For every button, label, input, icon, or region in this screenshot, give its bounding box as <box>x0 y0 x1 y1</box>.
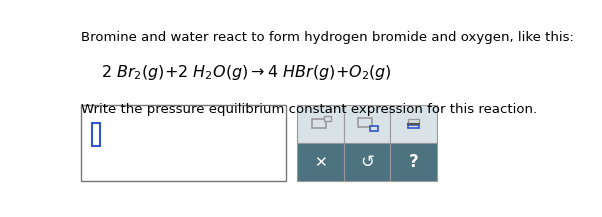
FancyBboxPatch shape <box>370 126 377 131</box>
Text: ✕: ✕ <box>314 155 326 170</box>
FancyBboxPatch shape <box>297 143 344 181</box>
Text: Bromine and water react to form hydrogen bromide and oxygen, like this:: Bromine and water react to form hydrogen… <box>81 31 574 44</box>
FancyBboxPatch shape <box>390 143 437 181</box>
FancyBboxPatch shape <box>344 105 390 143</box>
FancyBboxPatch shape <box>323 116 331 121</box>
FancyBboxPatch shape <box>312 119 326 128</box>
Text: ?: ? <box>409 153 418 171</box>
FancyBboxPatch shape <box>390 105 437 143</box>
FancyBboxPatch shape <box>92 123 100 146</box>
FancyBboxPatch shape <box>81 105 286 181</box>
FancyBboxPatch shape <box>297 105 344 143</box>
FancyBboxPatch shape <box>408 119 420 123</box>
Text: ↺: ↺ <box>360 153 374 171</box>
FancyBboxPatch shape <box>408 125 420 128</box>
FancyBboxPatch shape <box>344 143 390 181</box>
Text: Write the pressure equilibrium constant expression for this reaction.: Write the pressure equilibrium constant … <box>81 103 537 116</box>
FancyBboxPatch shape <box>358 118 373 127</box>
Text: $\it{2\ Br_2(g){+}2\ H_2O(g){\rightarrow}4\ HBr(g){+}O_2(g)}$: $\it{2\ Br_2(g){+}2\ H_2O(g){\rightarrow… <box>101 63 392 82</box>
